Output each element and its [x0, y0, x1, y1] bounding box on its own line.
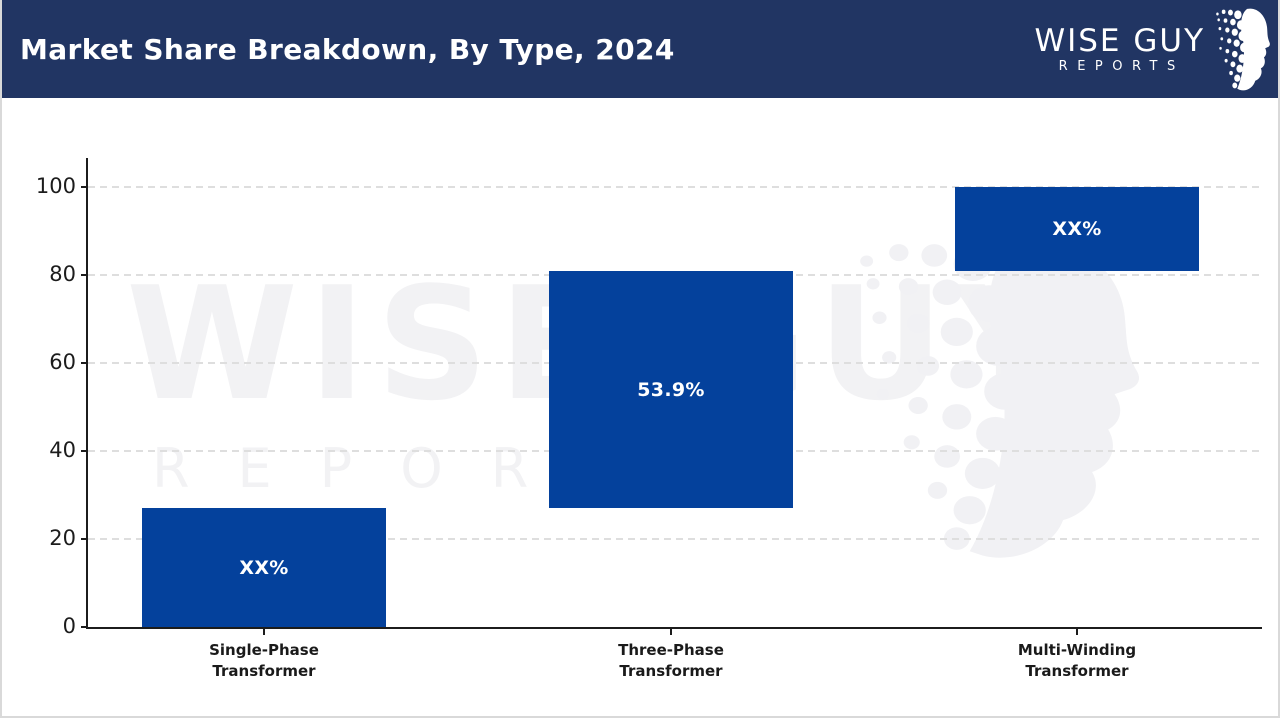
bar-segment: XX% [955, 187, 1199, 272]
y-tick-label-100: 100 [35, 174, 76, 198]
x-tick [263, 629, 265, 635]
y-tick-label-80: 80 [49, 262, 76, 286]
x-category-label: Three-Phase Transformer [618, 641, 724, 680]
x-tick [670, 629, 672, 635]
y-tick-80 [81, 274, 88, 276]
watermark-dotted-head-profile-icon [860, 240, 1140, 558]
x-axis-line [86, 627, 1262, 629]
page-title: Market Share Breakdown, By Type, 2024 [20, 32, 675, 66]
bar-segment: XX% [142, 508, 386, 627]
brand-sub: REPORTS [1058, 58, 1185, 74]
brand-logo-text: WISE GUY REPORTS [1034, 22, 1205, 74]
bar-value-label: XX% [1052, 218, 1102, 241]
y-tick-label-40: 40 [49, 438, 76, 462]
y-tick-label-0: 0 [62, 614, 76, 638]
gridline-20 [88, 538, 1262, 540]
y-tick-60 [81, 362, 88, 364]
y-tick-label-20: 20 [49, 526, 76, 550]
y-tick-20 [81, 538, 88, 540]
y-tick-40 [81, 450, 88, 452]
x-category-label: Multi-Winding Transformer [1017, 641, 1137, 680]
y-tick-label-60: 60 [49, 350, 76, 374]
bar-value-label: XX% [239, 556, 289, 579]
brand-name: WISE GUY [1034, 22, 1205, 59]
y-axis-line [86, 158, 88, 629]
bar-segment: 53.9% [549, 271, 793, 509]
brand-logo: WISE GUY REPORTS [1034, 0, 1272, 98]
gridline-100 [88, 186, 1262, 188]
bar-value-label: 53.9% [637, 378, 705, 401]
y-tick-100 [81, 186, 88, 188]
header-bar: Market Share Breakdown, By Type, 2024 WI… [0, 0, 1280, 98]
dotted-head-profile-icon [1216, 8, 1270, 91]
y-tick-0 [81, 626, 88, 628]
x-tick [1076, 629, 1078, 635]
x-category-label: Single-Phase Transformer [209, 641, 319, 680]
